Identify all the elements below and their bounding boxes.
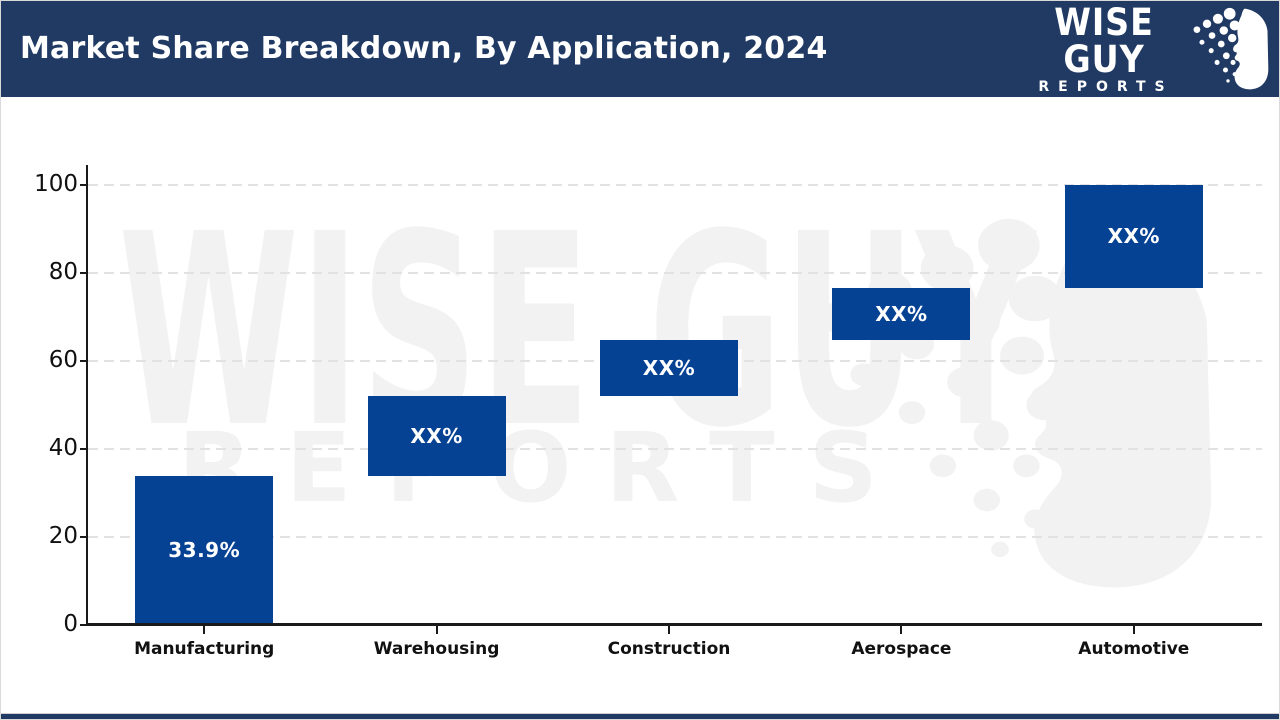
category-label: Automotive bbox=[1078, 639, 1190, 659]
footer-divider bbox=[0, 713, 1280, 714]
x-axis-tick bbox=[203, 626, 206, 634]
category-label: Aerospace bbox=[851, 639, 952, 659]
y-axis-line bbox=[86, 165, 88, 626]
bar-value-label: XX% bbox=[642, 356, 696, 381]
page-title: Market Share Breakdown, By Application, … bbox=[20, 31, 828, 66]
logo-title-text: WISE GUY bbox=[1054, 1, 1154, 81]
x-axis-tick bbox=[668, 626, 670, 634]
watermark-face-icon bbox=[819, 218, 1212, 588]
x-axis-tick bbox=[1132, 626, 1135, 634]
y-tick-label: 100 bbox=[34, 171, 78, 197]
y-axis-tick bbox=[80, 184, 88, 186]
y-axis-tick bbox=[80, 536, 88, 538]
bar-construction: XX% bbox=[600, 339, 738, 397]
logo-face-icon bbox=[1193, 7, 1269, 90]
y-tick-label: 60 bbox=[48, 347, 78, 373]
y-axis-tick bbox=[80, 448, 88, 450]
x-axis-tick bbox=[900, 626, 903, 634]
y-tick-label: 20 bbox=[48, 523, 78, 549]
footer-bar bbox=[0, 714, 1280, 720]
category-label: Warehousing bbox=[373, 639, 500, 659]
logo-wordmark: WISE GUY REPORTS bbox=[1010, 4, 1198, 94]
x-axis-tick bbox=[435, 626, 438, 634]
y-axis-tick bbox=[80, 272, 88, 274]
gridline bbox=[88, 272, 1262, 274]
x-axis-line bbox=[86, 623, 1262, 626]
category-label: Construction bbox=[607, 639, 731, 659]
bar-aerospace: XX% bbox=[832, 287, 971, 340]
watermark-subtitle: REPORTS bbox=[178, 412, 912, 524]
bar-automotive: XX% bbox=[1064, 185, 1203, 288]
y-axis-tick bbox=[80, 360, 88, 362]
y-tick-label: 40 bbox=[48, 435, 78, 461]
gridline bbox=[88, 448, 1262, 450]
y-tick-label: 0 bbox=[63, 611, 78, 637]
gridline bbox=[88, 536, 1262, 538]
wiseguy-logo: WISE GUY REPORTS bbox=[1010, 4, 1272, 94]
bar-manufacturing: 33.9% bbox=[135, 475, 274, 625]
y-tick-label: 80 bbox=[48, 259, 78, 285]
logo-subtitle-text: REPORTS bbox=[1038, 79, 1174, 95]
category-label: Manufacturing bbox=[134, 639, 275, 659]
plot-area: 0 20 40 60 80 100 33.9% Manufacturing XX% Warehou… bbox=[0, 97, 1280, 713]
bar-warehousing: XX% bbox=[367, 396, 506, 476]
bar-value-label: 33.9% bbox=[168, 538, 241, 563]
bar-value-label: XX% bbox=[1107, 224, 1160, 249]
bar-value-label: XX% bbox=[875, 301, 928, 326]
gridline bbox=[88, 184, 1262, 186]
y-axis-tick bbox=[80, 624, 88, 626]
bar-value-label: XX% bbox=[410, 424, 463, 448]
header: Market Share Breakdown, By Application, … bbox=[0, 0, 1280, 97]
